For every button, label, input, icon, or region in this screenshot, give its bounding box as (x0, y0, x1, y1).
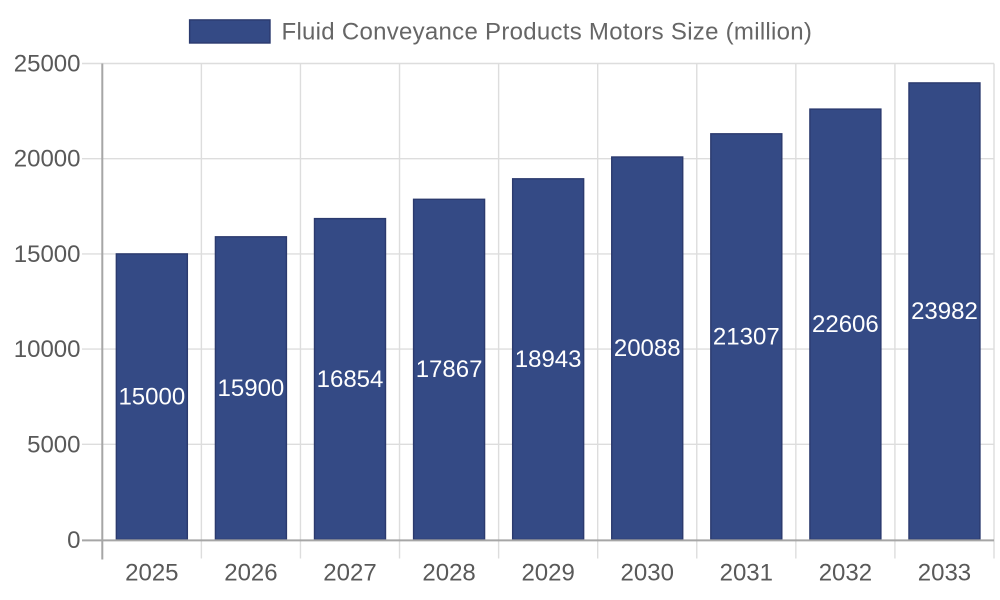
svg-text:18943: 18943 (515, 346, 582, 373)
svg-text:15000: 15000 (14, 241, 81, 268)
svg-text:Fluid Conveyance Products Moto: Fluid Conveyance Products Motors Size (m… (282, 19, 813, 46)
svg-text:20088: 20088 (614, 335, 681, 362)
svg-text:25000: 25000 (14, 51, 81, 78)
svg-text:2028: 2028 (422, 560, 475, 587)
svg-text:2025: 2025 (125, 560, 178, 587)
svg-text:5000: 5000 (27, 431, 80, 458)
svg-text:23982: 23982 (911, 298, 978, 325)
svg-text:22606: 22606 (812, 311, 879, 338)
svg-text:10000: 10000 (14, 336, 81, 363)
svg-text:2029: 2029 (521, 560, 574, 587)
svg-text:2031: 2031 (720, 560, 773, 587)
svg-text:2033: 2033 (918, 560, 971, 587)
svg-text:2026: 2026 (224, 560, 277, 587)
svg-text:2030: 2030 (621, 560, 674, 587)
svg-text:15900: 15900 (218, 375, 285, 402)
svg-text:21307: 21307 (713, 323, 780, 350)
svg-text:2032: 2032 (819, 560, 872, 587)
svg-text:16854: 16854 (317, 366, 384, 393)
svg-text:0: 0 (67, 527, 80, 554)
svg-text:17867: 17867 (416, 356, 483, 383)
svg-text:15000: 15000 (118, 383, 185, 410)
svg-text:2027: 2027 (323, 560, 376, 587)
svg-text:20000: 20000 (14, 146, 81, 173)
